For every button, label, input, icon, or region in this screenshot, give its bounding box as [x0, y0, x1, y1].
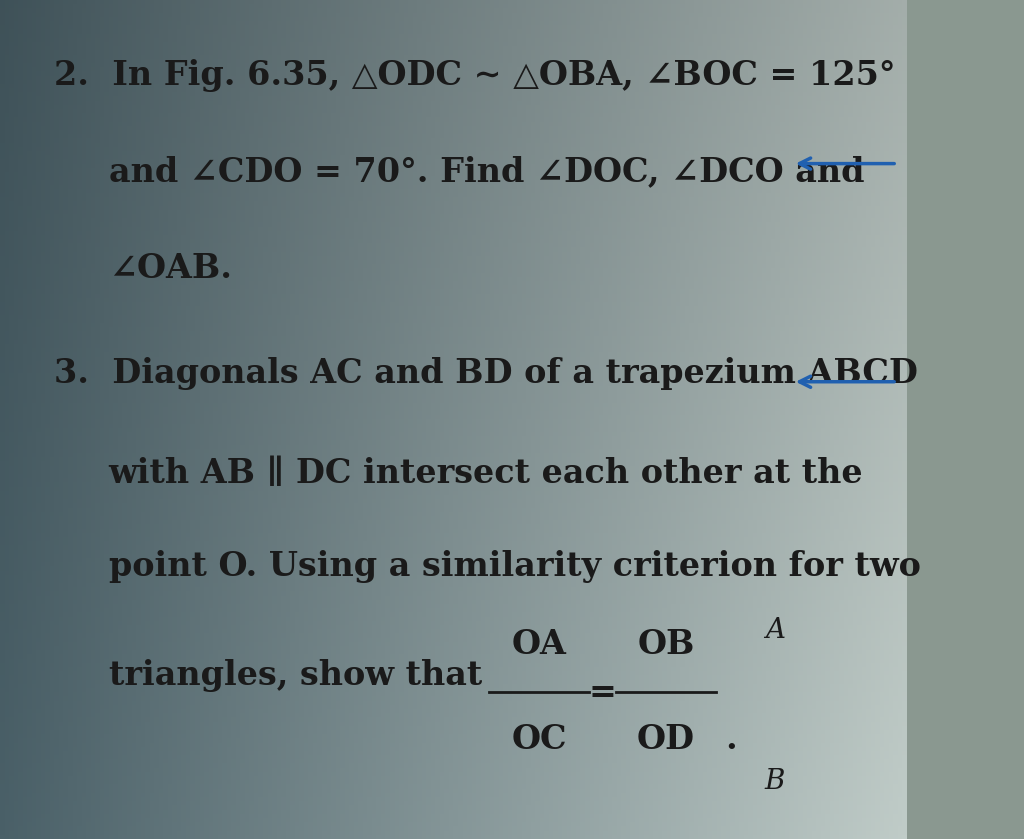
Text: ∠OAB.: ∠OAB.: [109, 252, 231, 284]
Text: OD: OD: [637, 723, 695, 756]
Text: triangles, show that: triangles, show that: [109, 659, 494, 691]
Text: 3.  Diagonals AC and BD of a trapezium ABCD: 3. Diagonals AC and BD of a trapezium AB…: [54, 357, 919, 389]
Text: A: A: [765, 617, 784, 644]
Text: 2.  In Fig. 6.35, △ODC ∼ △OBA, ∠BOC = 125°: 2. In Fig. 6.35, △ODC ∼ △OBA, ∠BOC = 125…: [54, 59, 896, 91]
Text: .: .: [725, 723, 736, 756]
Text: =: =: [589, 675, 616, 709]
Text: OB: OB: [637, 628, 694, 661]
Text: with AB ∥ DC intersect each other at the: with AB ∥ DC intersect each other at the: [109, 457, 863, 490]
Text: B: B: [765, 768, 785, 795]
Text: OC: OC: [511, 723, 567, 756]
Text: and ∠CDO = 70°. Find ∠DOC, ∠DCO and: and ∠CDO = 70°. Find ∠DOC, ∠DCO and: [109, 155, 864, 188]
Text: point O. Using a similarity criterion for two: point O. Using a similarity criterion fo…: [109, 550, 921, 582]
Text: OA: OA: [512, 628, 566, 661]
